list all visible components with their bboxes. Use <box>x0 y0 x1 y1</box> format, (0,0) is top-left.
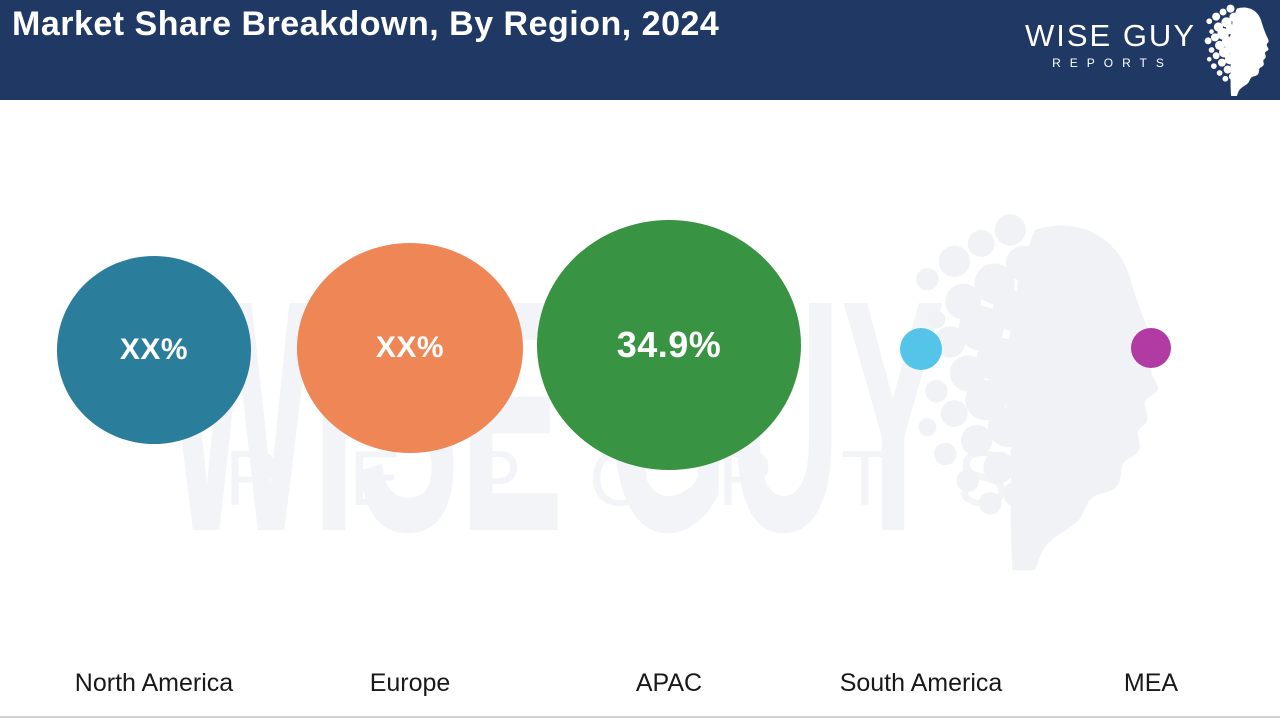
bottom-divider <box>0 716 1280 718</box>
bubble-south-america <box>900 328 942 370</box>
page-title: Market Share Breakdown, By Region, 2024 <box>12 5 720 43</box>
bubble-value-label-apac: 34.9% <box>616 324 722 365</box>
region-label-south-america: South America <box>839 669 1003 697</box>
brand-name: WISE GUY <box>1024 18 1196 53</box>
header-bar: Market Share Breakdown, By Region, 2024 … <box>0 0 1280 100</box>
bubble-mea <box>1131 328 1171 368</box>
bubble-apac: 34.9% <box>537 220 801 470</box>
region-label-apac: APAC <box>635 669 703 697</box>
region-label-europe: Europe <box>369 669 451 697</box>
region-label-mea: MEA <box>1123 669 1179 697</box>
brand-tagline: REPORTS <box>1052 55 1173 70</box>
bubble-north-america: XX% <box>57 256 251 444</box>
bubble-value-label-north-america: XX% <box>119 333 189 366</box>
bubble-value-label-europe: XX% <box>375 331 445 364</box>
brand-face-icon <box>1194 4 1280 96</box>
region-label-north-america: North America <box>74 669 234 697</box>
bubble-europe: XX% <box>297 243 523 453</box>
brand-logo: WISE GUY REPORTS <box>1024 18 1196 70</box>
